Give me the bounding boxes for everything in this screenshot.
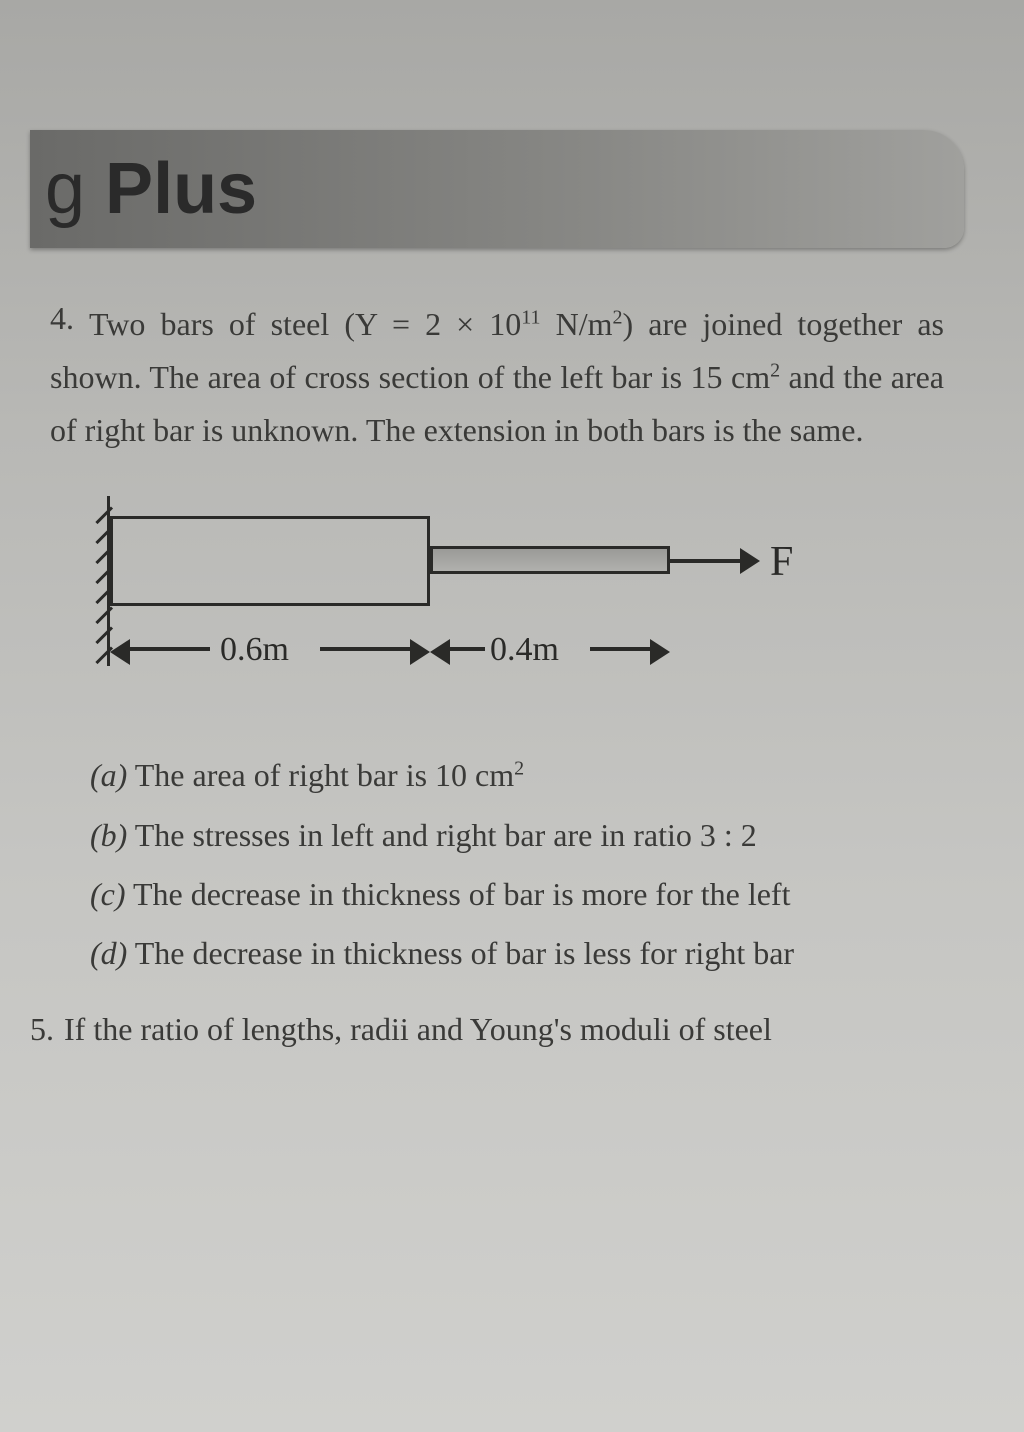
arrow-head-icon xyxy=(430,639,450,665)
q4-sup-1: 11 xyxy=(521,306,540,328)
option-text: The decrease in thickness of bar is more… xyxy=(126,876,791,912)
header-title: Plus xyxy=(105,149,257,229)
dim-line-seg xyxy=(130,647,210,651)
arrow-shaft xyxy=(670,559,740,563)
dim-line-seg xyxy=(320,647,410,651)
option-label: (b) xyxy=(90,817,127,853)
option-text: The decrease in thickness of bar is less… xyxy=(127,935,794,971)
bars-diagram: F 0.6m 0.4m xyxy=(70,496,770,716)
option-sup: 2 xyxy=(514,758,524,780)
option-c: (c) The decrease in thickness of bar is … xyxy=(90,865,964,924)
right-bar xyxy=(430,546,670,574)
left-bar xyxy=(110,516,430,606)
hatch-mark xyxy=(95,607,113,625)
question-number: 4. xyxy=(50,300,74,337)
option-a: (a) The area of right bar is 10 cm2 xyxy=(90,746,964,805)
arrow-head-icon xyxy=(410,639,430,665)
option-text: The stresses in left and right bar are i… xyxy=(127,817,756,853)
option-b: (b) The stresses in left and right bar a… xyxy=(90,806,964,865)
option-label: (c) xyxy=(90,876,126,912)
q4-sup-3: 2 xyxy=(770,359,780,381)
dim-line-seg xyxy=(590,647,650,651)
force-label: F xyxy=(770,538,793,586)
fixed-wall xyxy=(80,496,110,666)
dim-right-group: 0.4m xyxy=(430,631,670,661)
option-label: (d) xyxy=(90,935,127,971)
question-number: 5. xyxy=(30,1011,54,1047)
q4-text-1b: N/m xyxy=(541,306,613,342)
arrow-head-icon xyxy=(740,548,760,574)
dim-line-seg xyxy=(450,647,485,651)
question-4: 4. Two bars of steel (Y = 2 × 1011 N/m2)… xyxy=(30,298,964,456)
dim-left-label: 0.6m xyxy=(220,631,289,669)
arrow-head-icon xyxy=(650,639,670,665)
option-d: (d) The decrease in thickness of bar is … xyxy=(90,924,964,983)
section-header: g Plus xyxy=(30,130,964,248)
q4-sup-2: 2 xyxy=(613,306,623,328)
option-label: (a) xyxy=(90,757,127,793)
question-text: If the ratio of lengths, radii and Young… xyxy=(64,1011,772,1047)
question-text: Two bars of steel (Y = 2 × 1011 N/m2) ar… xyxy=(50,298,964,456)
q4-text-1: Two bars of steel (Y = 2 × 10 xyxy=(89,306,521,342)
dim-right-label: 0.4m xyxy=(490,631,559,669)
answer-options: (a) The area of right bar is 10 cm2 (b) … xyxy=(30,746,964,983)
dim-left-group: 0.6m xyxy=(110,631,430,661)
header-prefix: g xyxy=(45,149,105,229)
arrow-head-icon xyxy=(110,639,130,665)
question-5: 5. If the ratio of lengths, radii and You… xyxy=(30,1003,964,1056)
option-text: The area of right bar is 10 cm xyxy=(127,757,514,793)
force-arrow xyxy=(670,554,760,568)
